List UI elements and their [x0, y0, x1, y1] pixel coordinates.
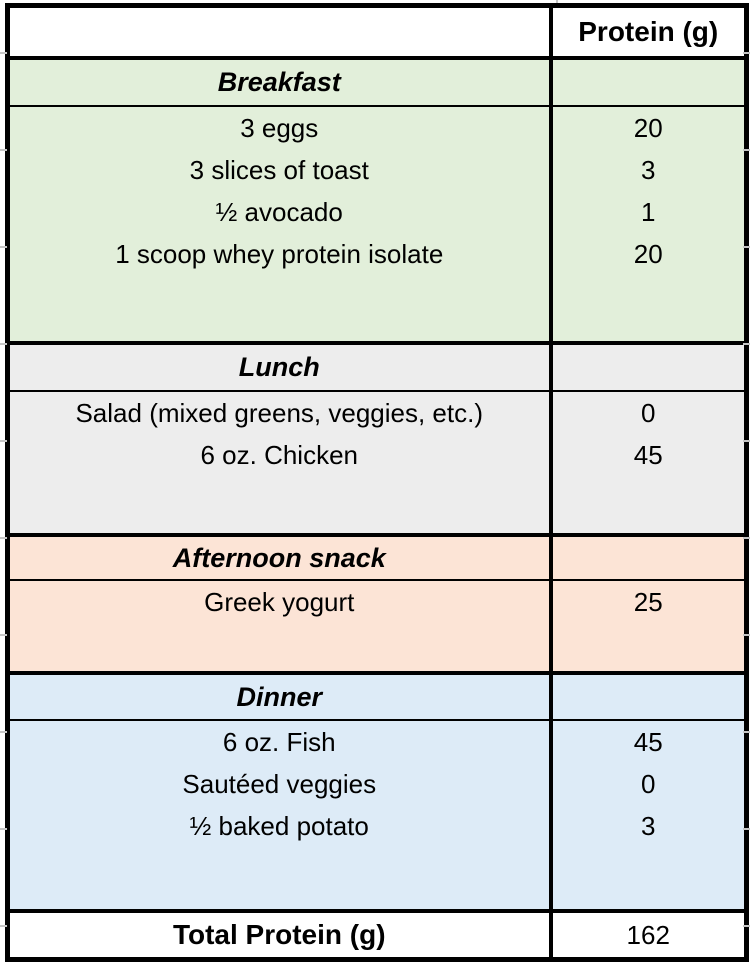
section-title-protein-cell[interactable] — [548, 533, 747, 581]
protein-value-cell[interactable]: 20 — [548, 233, 747, 275]
gridline-tick — [743, 925, 750, 927]
gridline-tick — [743, 52, 750, 54]
gridline-tick — [0, 925, 7, 927]
item-name-cell[interactable]: 3 eggs — [240, 112, 319, 143]
section-title-row-breakfast: Breakfast — [7, 56, 747, 107]
protein-value-cell[interactable]: 1 — [548, 191, 747, 233]
item-name-cell[interactable]: 6 oz. Fish — [222, 726, 336, 757]
gridline-tick — [743, 149, 750, 151]
protein-value-cell[interactable]: 20 — [548, 106, 747, 149]
protein-value-cell[interactable]: 45 — [548, 720, 747, 763]
gridline-tick — [743, 343, 750, 345]
item-name-cell[interactable]: ½ baked potato — [189, 810, 369, 841]
empty-cell[interactable] — [548, 847, 747, 911]
gridline-tick — [0, 828, 7, 830]
section-title-row-snack: Afternoon snack — [7, 533, 747, 581]
protein-value-cell[interactable]: 45 — [548, 434, 747, 476]
protein-value-cell[interactable]: 3 — [548, 149, 747, 191]
item-row: Sautéed veggies 0 — [7, 763, 747, 805]
empty-cell[interactable] — [8, 275, 551, 343]
section-title-cell[interactable]: Afternoon snack — [7, 533, 551, 581]
gridline-tick — [0, 731, 7, 733]
gridline-tick — [0, 537, 7, 539]
empty-cell[interactable] — [548, 623, 747, 673]
gridline-tick — [743, 537, 750, 539]
item-row: 3 slices of toast 3 — [7, 149, 747, 191]
empty-cell[interactable] — [8, 847, 551, 911]
item-name-cell[interactable]: Sautéed veggies — [182, 768, 377, 799]
section-title-cell[interactable]: Dinner — [7, 671, 551, 721]
gridline-tick — [556, 0, 558, 4]
section-spacer-row — [7, 623, 747, 673]
gridline-tick — [0, 634, 7, 636]
total-value-cell[interactable]: 162 — [548, 909, 747, 960]
protein-value-cell[interactable]: 25 — [548, 580, 747, 623]
item-row: 1 scoop whey protein isolate 20 — [7, 233, 747, 275]
item-name-cell[interactable]: 6 oz. Chicken — [200, 439, 359, 470]
section-title-protein-cell[interactable] — [548, 671, 747, 721]
section-title-protein-cell[interactable] — [548, 341, 747, 392]
corner-cell[interactable] — [7, 5, 551, 60]
total-label-cell[interactable]: Total Protein (g) — [7, 909, 551, 960]
gridline-tick — [0, 246, 7, 248]
section-spacer-row — [7, 476, 747, 535]
item-row: ½ baked potato 3 — [7, 805, 747, 847]
section-spacer-row — [7, 275, 747, 343]
gridline-tick — [743, 634, 750, 636]
gridline-tick — [0, 440, 7, 442]
gridline-tick — [0, 52, 7, 54]
protein-value-cell[interactable]: 0 — [548, 763, 747, 805]
gridline-tick — [743, 440, 750, 442]
item-row: 6 oz. Fish 45 — [7, 720, 747, 763]
gridline-tick — [0, 343, 7, 345]
gridline-tick — [743, 828, 750, 830]
section-spacer-row — [7, 847, 747, 911]
item-name-cell[interactable]: Greek yogurt — [204, 586, 355, 617]
protein-value-cell[interactable]: 0 — [548, 391, 747, 434]
empty-cell[interactable] — [548, 275, 747, 343]
section-title-cell[interactable]: Lunch — [7, 341, 551, 392]
protein-value-cell[interactable]: 3 — [548, 805, 747, 847]
gridline-tick — [0, 149, 7, 151]
item-row: Salad (mixed greens, veggies, etc.) 0 — [7, 391, 747, 434]
gridline-tick — [743, 731, 750, 733]
item-row: 6 oz. Chicken 45 — [7, 434, 747, 476]
section-title-row-lunch: Lunch — [7, 341, 747, 392]
section-title-row-dinner: Dinner — [7, 671, 747, 721]
header-row: Protein (g) — [7, 5, 747, 60]
item-row: ½ avocado 1 — [7, 191, 747, 233]
item-name-cell[interactable]: 1 scoop whey protein isolate — [115, 238, 444, 269]
empty-cell[interactable] — [548, 476, 747, 535]
empty-cell[interactable] — [8, 623, 551, 673]
section-title-cell[interactable]: Breakfast — [7, 56, 551, 107]
gridline-tick — [743, 246, 750, 248]
meal-plan-table: Protein (g) Breakfast 3 eggs 20 3 slices… — [5, 3, 749, 962]
empty-cell[interactable] — [8, 476, 551, 535]
total-row: Total Protein (g) 162 — [7, 909, 747, 960]
section-title-protein-cell[interactable] — [548, 56, 747, 107]
item-name-cell[interactable]: ½ avocado — [215, 196, 343, 227]
item-name-cell[interactable]: Salad (mixed greens, veggies, etc.) — [75, 397, 484, 428]
protein-header-cell[interactable]: Protein (g) — [548, 5, 747, 60]
item-row: Greek yogurt 25 — [7, 580, 747, 623]
item-name-cell[interactable]: 3 slices of toast — [189, 154, 369, 185]
item-row: 3 eggs 20 — [7, 106, 747, 149]
